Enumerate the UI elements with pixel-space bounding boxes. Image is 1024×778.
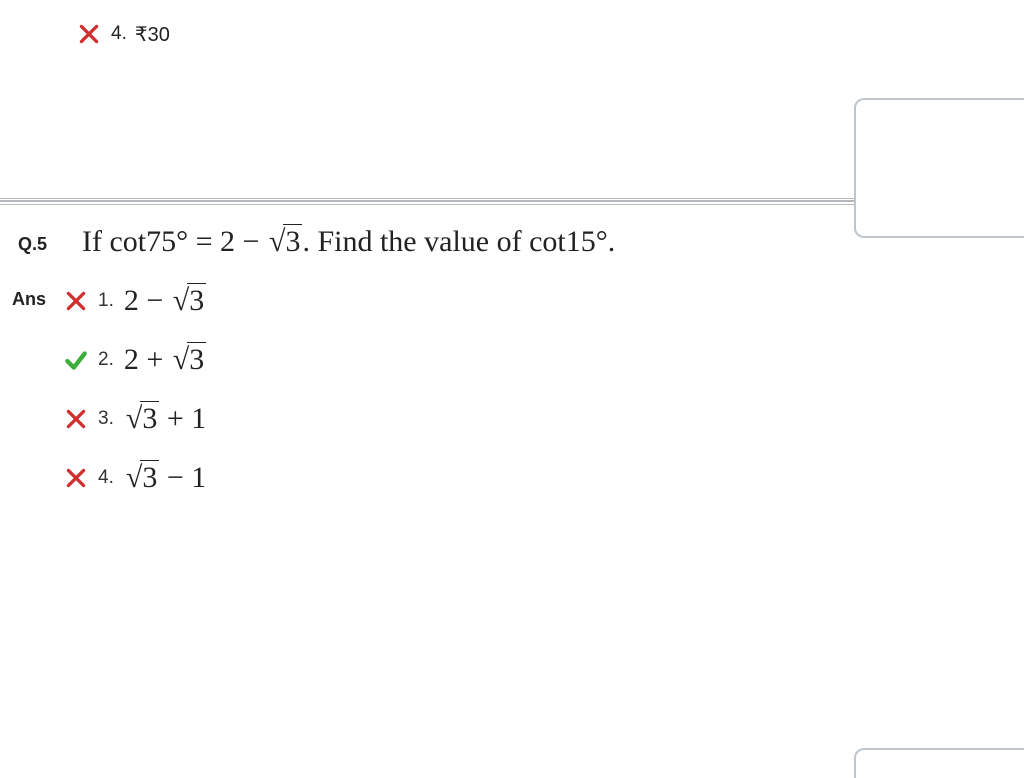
- answer-label: Ans: [12, 289, 62, 519]
- answer-number: 4.: [98, 467, 114, 489]
- option-text: ₹30: [135, 22, 170, 47]
- sqrt: 3: [126, 460, 159, 495]
- x-icon: [62, 405, 90, 433]
- question-text: If cot75° = 2 − 3. Find the value of cot…: [82, 224, 615, 259]
- sqrt: 3: [173, 342, 206, 377]
- answer-math: 2 + 3: [124, 342, 206, 377]
- x-icon: [62, 464, 90, 492]
- sqrt: 3: [173, 283, 206, 318]
- answer-options: 1. 2 − 3 2. 2 + 3 3.: [62, 283, 206, 519]
- x-icon: [62, 287, 90, 315]
- option-number: 4.: [111, 23, 127, 45]
- answer-math: 3 + 1: [124, 401, 206, 436]
- answer-option-4: 4. 3 − 1: [62, 460, 206, 495]
- answer-math: 2 − 3: [124, 283, 206, 318]
- answer-math: 3 − 1: [124, 460, 206, 495]
- sqrt: 3: [126, 401, 159, 436]
- answer-option-2: 2. 2 + 3: [62, 342, 206, 377]
- answer-number: 2.: [98, 349, 114, 371]
- option-row-prev-4: 4. ₹30: [75, 20, 1024, 48]
- previous-question-remnant: 4. ₹30: [0, 0, 1024, 48]
- answer-option-3: 3. 3 + 1: [62, 401, 206, 436]
- sqrt: 3: [269, 224, 302, 259]
- check-icon: [62, 346, 90, 374]
- x-icon: [75, 20, 103, 48]
- side-panel-box: [854, 98, 1024, 238]
- answer-number: 1.: [98, 290, 114, 312]
- bottom-panel-hint: [854, 748, 1024, 778]
- answer-number: 3.: [98, 408, 114, 430]
- question-label: Q.5: [18, 234, 58, 259]
- answer-section: Ans 1. 2 − 3 2. 2 + 3: [0, 259, 1024, 519]
- answer-option-1: 1. 2 − 3: [62, 283, 206, 318]
